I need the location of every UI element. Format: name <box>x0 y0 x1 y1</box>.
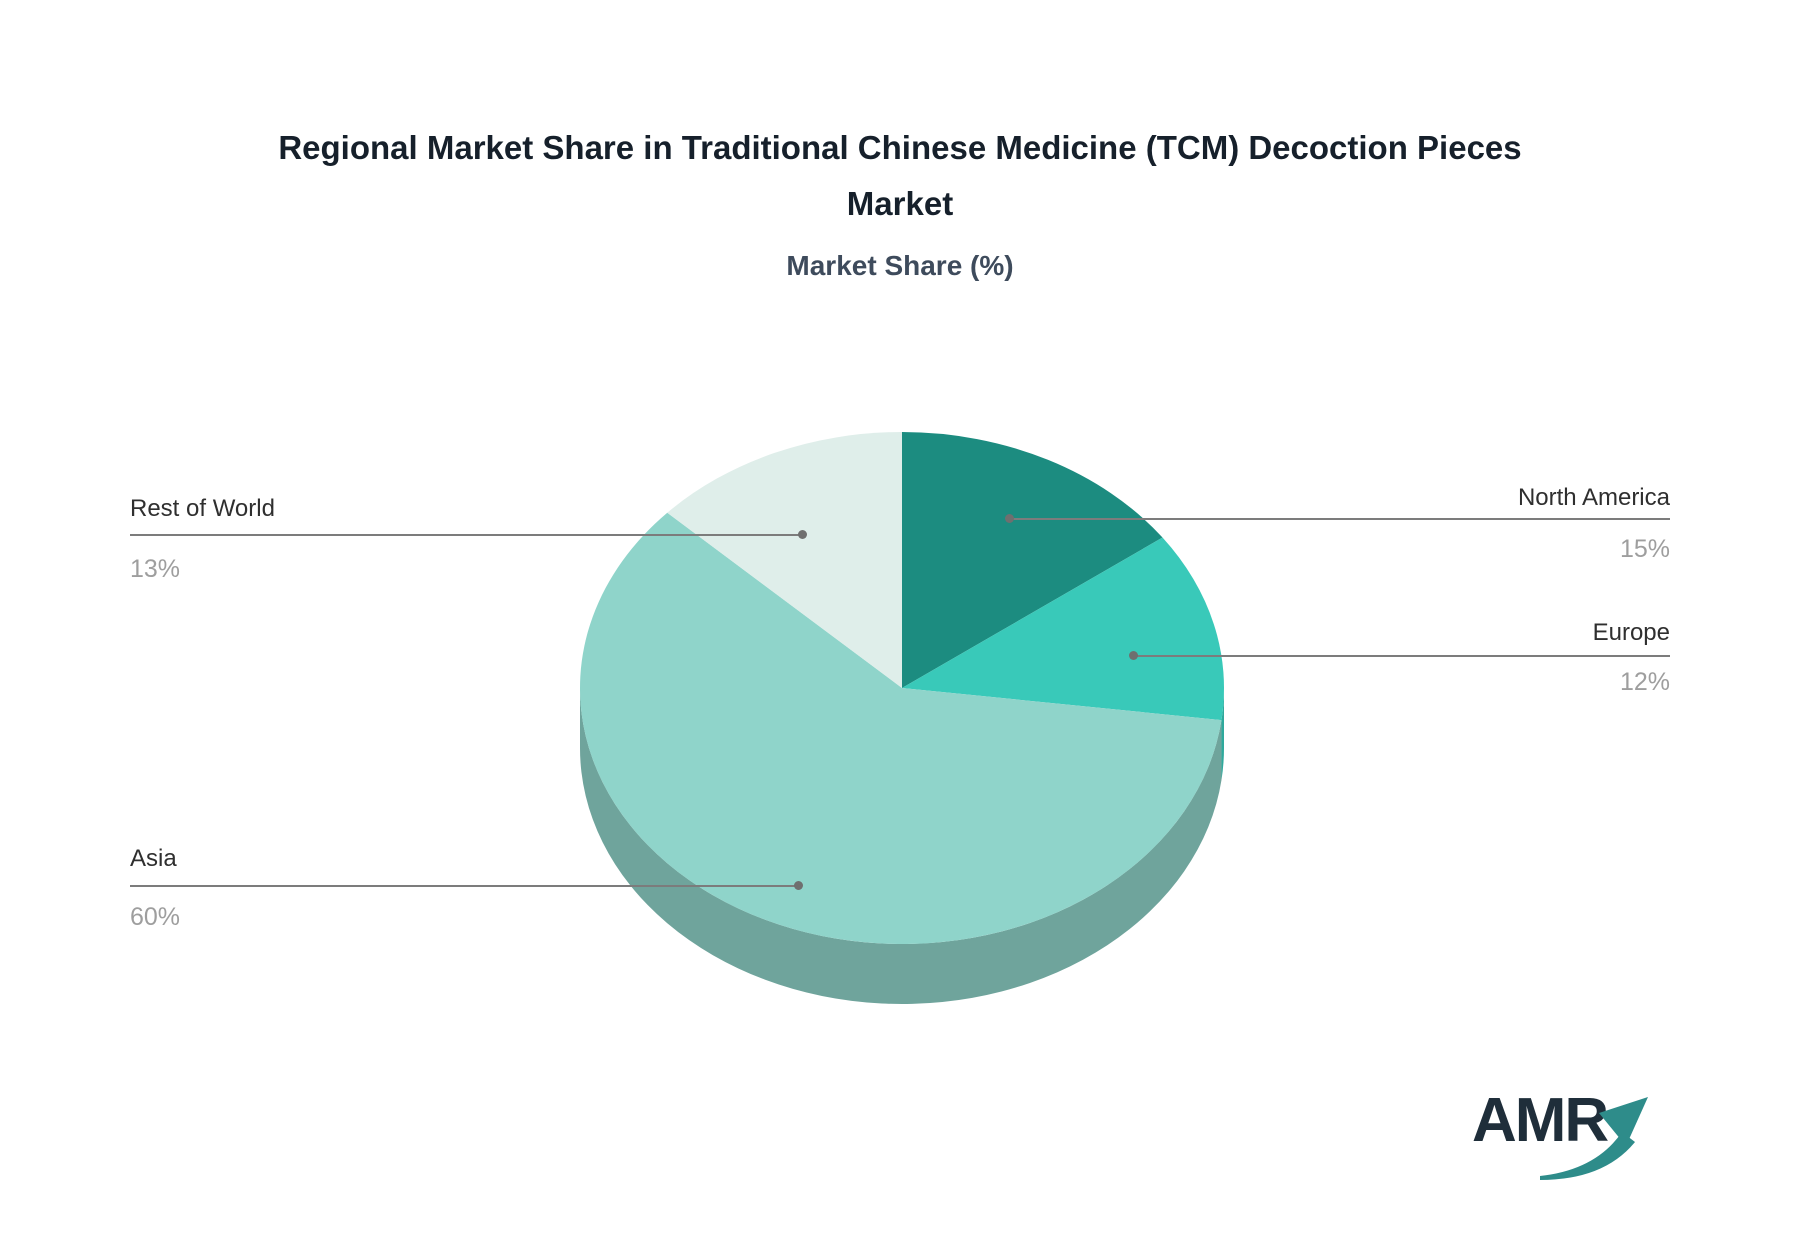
leader-dot-europe <box>1129 651 1138 660</box>
chart-title-line1: Regional Market Share in Traditional Chi… <box>278 129 1522 166</box>
growth-arrow-icon <box>1540 1097 1648 1180</box>
slice-value-north-america: 15% <box>1619 535 1670 563</box>
leader-line-rest-of-world <box>130 534 802 536</box>
pie-slice-rest-of-world[interactable] <box>667 432 902 688</box>
pie-slice-europe[interactable] <box>902 537 1225 721</box>
leader-line-north-america <box>1009 518 1670 520</box>
pie-slice-north-america[interactable] <box>902 432 1163 688</box>
leader-line-europe <box>1133 655 1670 657</box>
leader-dot-asia <box>794 881 803 890</box>
amr-logo: AMR <box>1472 1090 1732 1200</box>
amr-logo-text: AMR <box>1472 1086 1609 1155</box>
slice-label-europe: Europe <box>1592 619 1670 646</box>
leader-line-asia <box>130 885 798 887</box>
pie-slice-asia[interactable] <box>580 512 1222 944</box>
slice-label-north-america: North America <box>1517 484 1670 511</box>
leader-dot-rest-of-world <box>798 530 807 539</box>
slice-label-rest-of-world: Rest of World <box>130 495 275 522</box>
slice-label-asia: Asia <box>130 845 177 872</box>
pie-slice-side-europe <box>1221 688 1224 781</box>
leader-dot-north-america <box>1005 514 1014 523</box>
chart-title: Regional Market Share in Traditional Chi… <box>0 120 1800 232</box>
slice-value-rest-of-world: 13% <box>130 555 181 583</box>
pie-slice-side-asia <box>580 688 1222 1005</box>
slice-value-asia: 60% <box>130 903 181 931</box>
slice-value-europe: 12% <box>1619 668 1670 696</box>
chart-title-line2: Market <box>846 185 954 222</box>
chart-subtitle: Market Share (%) <box>786 250 1014 281</box>
